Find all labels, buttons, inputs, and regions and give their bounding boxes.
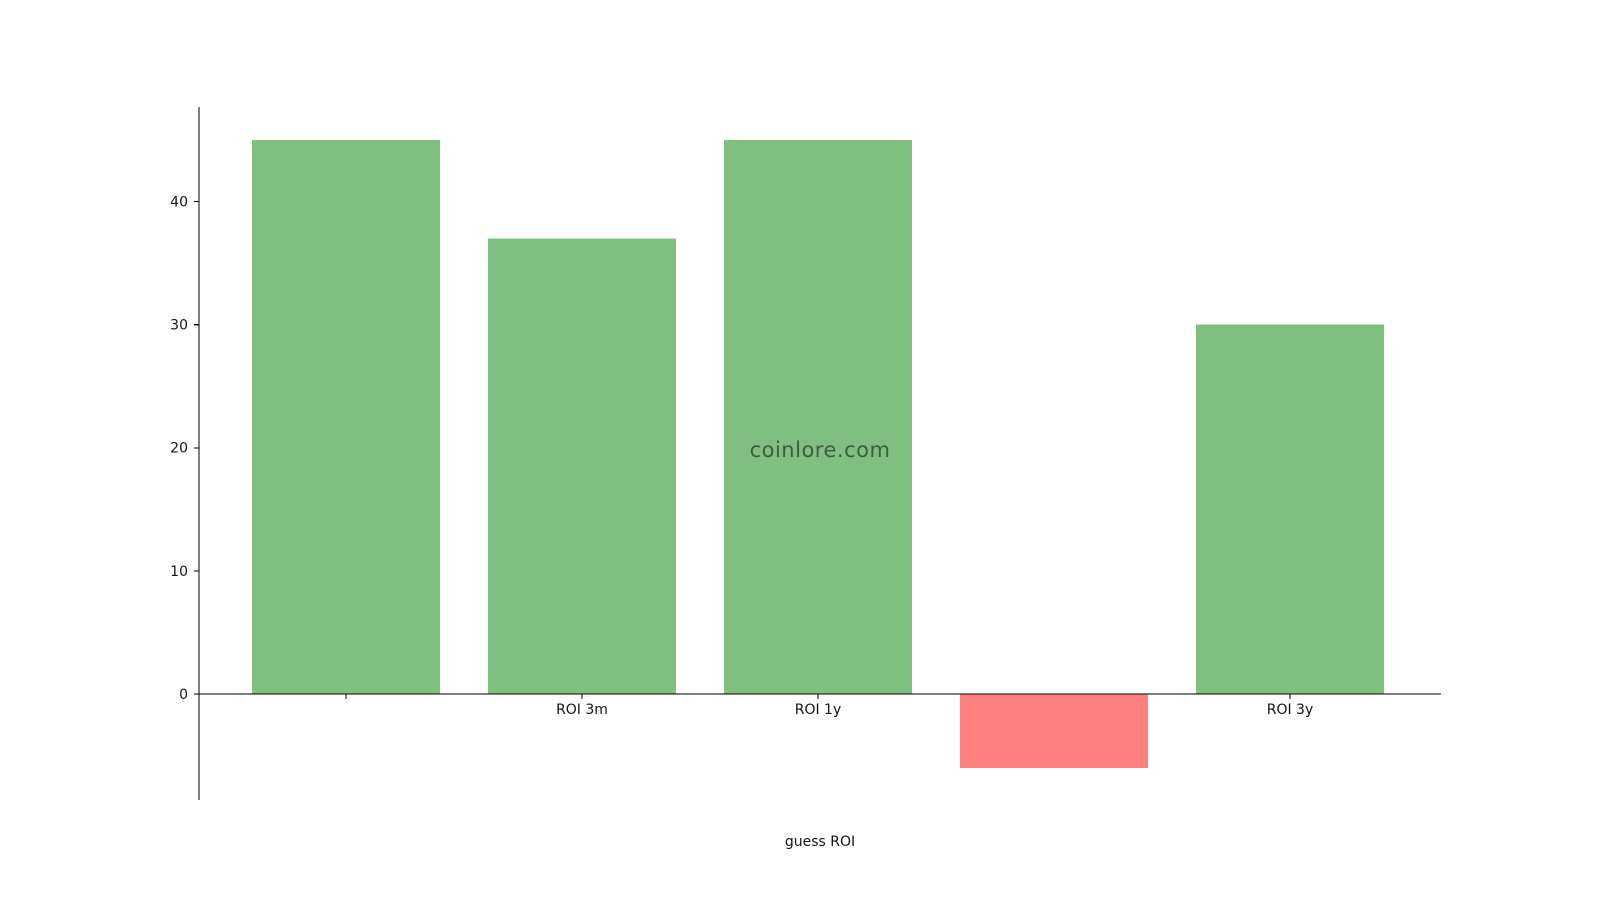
x-axis-title: guess ROI: [784, 834, 856, 850]
bar: [960, 694, 1148, 768]
x-tick-label: ROI 3y: [1267, 702, 1314, 718]
bar: [252, 140, 440, 695]
bar: [724, 140, 912, 695]
x-tick-label: ROI 1y: [795, 702, 842, 718]
y-tick-label: 10: [170, 564, 188, 580]
y-tick-label: 0: [179, 687, 188, 703]
y-tick-label: 40: [170, 195, 188, 211]
bar: [1196, 324, 1384, 694]
x-tick-label: ROI 3m: [556, 702, 608, 718]
y-tick-label: 20: [170, 441, 188, 457]
bar: [488, 238, 676, 695]
y-tick-label: 30: [170, 318, 188, 334]
